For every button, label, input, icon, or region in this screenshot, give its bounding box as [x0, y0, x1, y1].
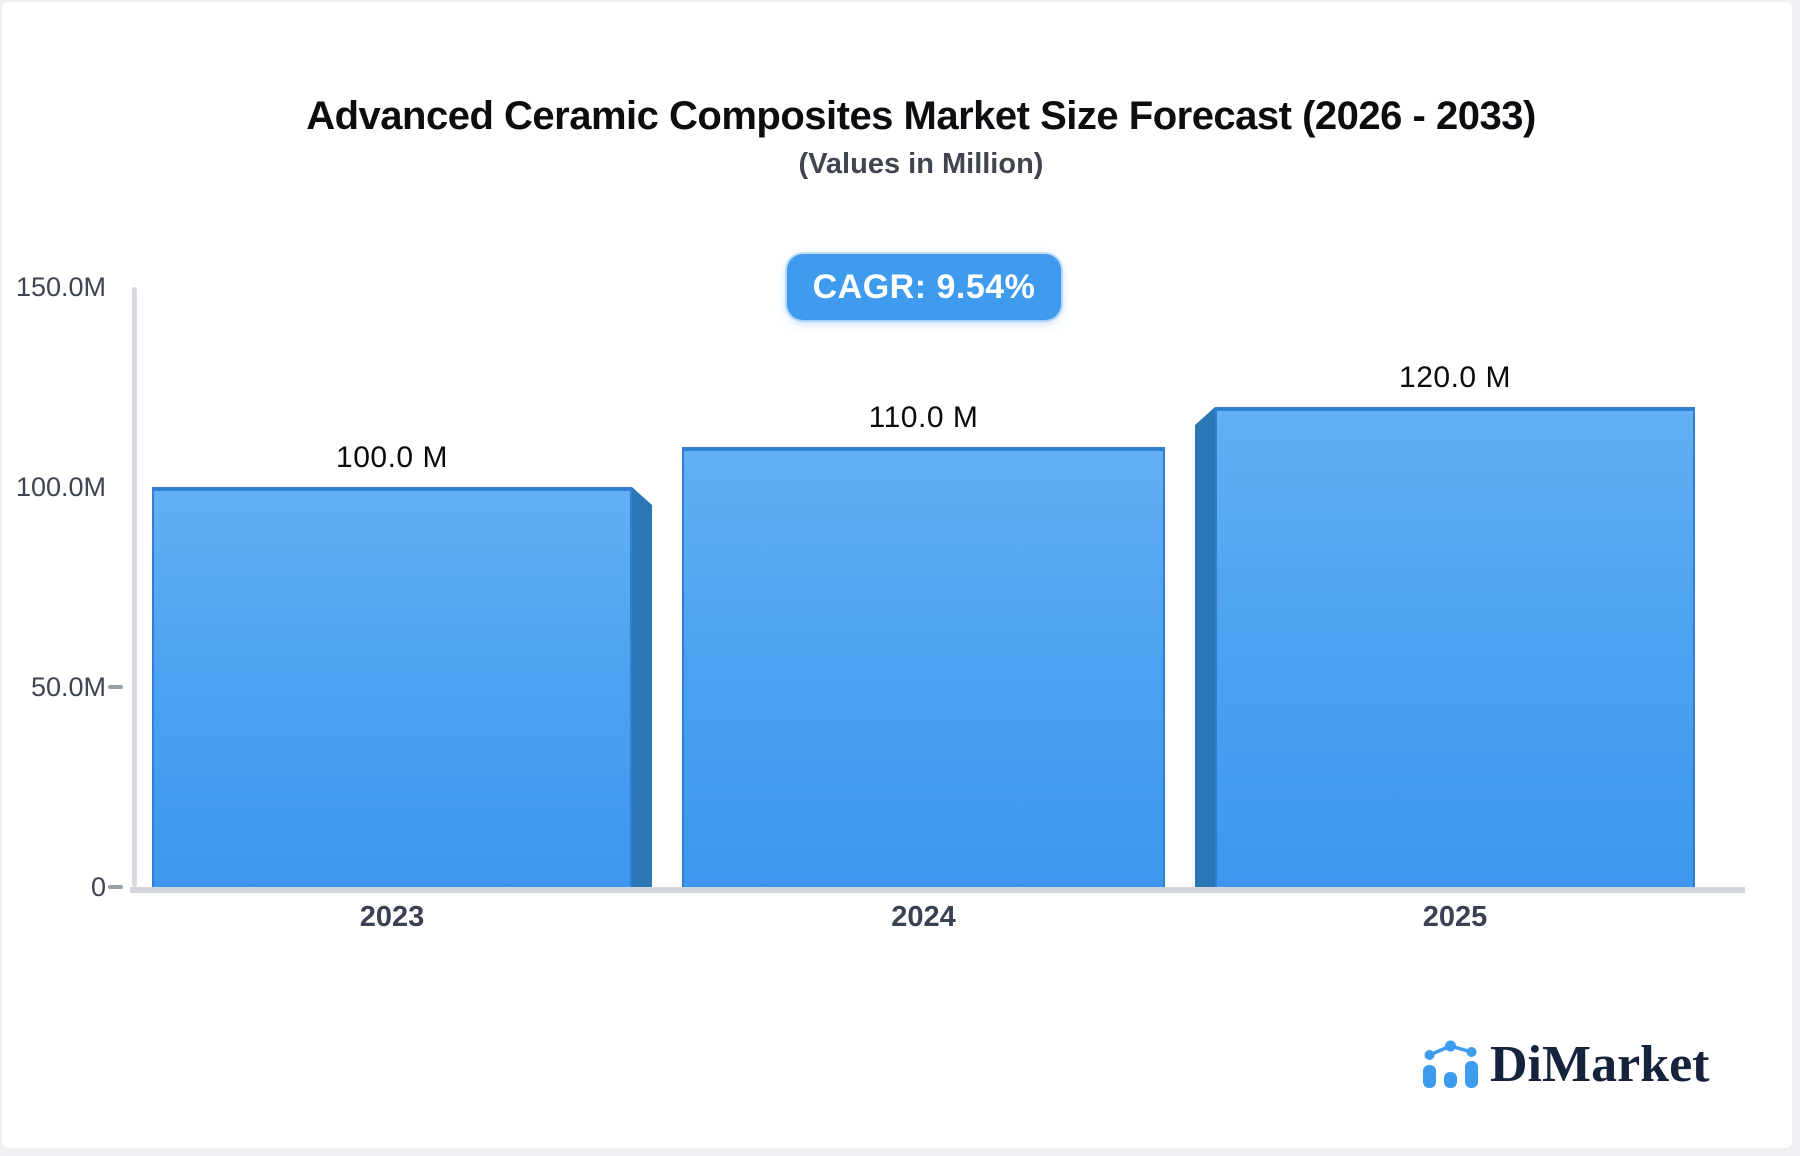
bar-2025-3d-side [1195, 407, 1215, 887]
cagr-badge: CAGR: 9.54% [787, 254, 1061, 320]
bar-2025[interactable] [1215, 407, 1695, 887]
y-axis-tick-label: 0 [90, 872, 106, 902]
x-axis-category-label: 2024 [891, 901, 956, 933]
chart-subtitle: (Values in Million) [798, 148, 1044, 180]
brand-logo-text: DiMarket [1490, 1036, 1710, 1093]
bar-value-label: 110.0 M [868, 401, 979, 434]
bar-2023-3d-side [632, 487, 652, 887]
x-axis-category-label: 2023 [359, 901, 425, 933]
x-axis-category-label: 2025 [1422, 901, 1488, 933]
brand-logo[interactable]: DiMarket [1422, 1036, 1710, 1093]
y-axis-tick-mark [108, 685, 123, 689]
y-axis-tick-label: 50.0M [30, 672, 106, 702]
y-axis-tick-label: 150.0M [15, 272, 106, 302]
x-axis-line [130, 887, 1745, 893]
y-axis-tick-mark [108, 885, 123, 889]
y-axis-tick-label: 100.0M [15, 472, 106, 502]
y-axis-line [132, 287, 137, 887]
mini-bar-line-chart-icon [1423, 1040, 1478, 1088]
bar-value-label: 120.0 M [1399, 361, 1511, 394]
bar-value-label: 100.0 M [336, 441, 448, 474]
bar-2024[interactable] [682, 447, 1165, 887]
bar-2023[interactable] [152, 487, 632, 887]
chart-title: Advanced Ceramic Composites Market Size … [306, 94, 1536, 138]
